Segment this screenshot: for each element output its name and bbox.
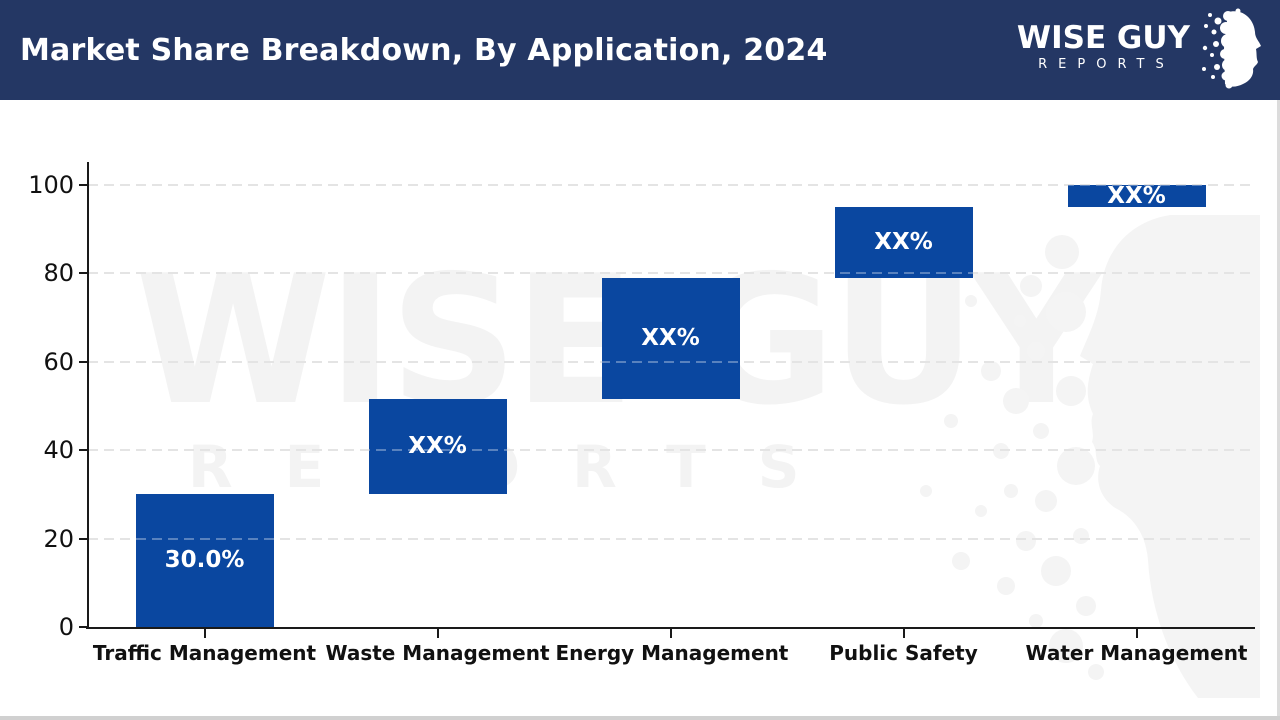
gridline-overlay (88, 360, 1253, 363)
y-tick-mark (79, 449, 88, 452)
gridline (88, 449, 1253, 452)
x-tick-label: Public Safety (829, 641, 978, 665)
bar-value-label: XX% (1107, 182, 1166, 209)
y-tick-label: 0 (58, 613, 74, 641)
header-band: Market Share Breakdown, By Application, … (0, 0, 1280, 100)
x-tick-mark (1135, 629, 1138, 638)
bar-value-label: XX% (408, 433, 467, 460)
y-tick-label: 100 (28, 171, 74, 200)
gridline (88, 537, 1253, 540)
y-axis-line (87, 162, 89, 629)
gridline (88, 272, 1253, 275)
watermark-face-icon (920, 215, 1260, 698)
x-tick-label: Water Management (1025, 641, 1248, 665)
gridline (88, 184, 1253, 187)
bar-segment: XX% (1067, 182, 1206, 209)
y-tick-label: 40 (43, 436, 74, 465)
x-tick-mark (436, 629, 439, 638)
bar-segment: 30.0% (135, 494, 274, 627)
logo-subtext: REPORTS (1038, 56, 1175, 72)
bar-segment: XX% (601, 277, 740, 400)
bar-segment: XX% (368, 399, 507, 495)
wise-guy-logo: WISE GUY REPORTS (1017, 6, 1264, 94)
right-edge-strip (1277, 100, 1280, 716)
y-tick-label: 60 (43, 347, 74, 376)
logo-text: WISE GUY REPORTS (1017, 22, 1190, 72)
y-tick-label: 80 (43, 259, 74, 288)
x-axis-line (86, 627, 1255, 629)
y-tick-label: 20 (43, 524, 74, 553)
gridline-overlay (88, 184, 1253, 187)
x-tick-label: Energy Management (555, 641, 789, 665)
bar-value-label: 30.0% (164, 547, 245, 574)
gridline-overlay (88, 449, 1253, 452)
gridline-overlay (88, 272, 1253, 275)
x-tick-label: Waste Management (325, 641, 550, 665)
dotted-face-profile-icon (1202, 8, 1261, 89)
logo-wordmark: WISE GUY (1016, 20, 1190, 56)
x-tick-mark (669, 629, 672, 638)
bottom-edge-strip (0, 716, 1280, 720)
x-tick-mark (203, 629, 206, 638)
y-tick-mark (79, 184, 88, 187)
bar-value-label: XX% (641, 325, 700, 352)
gridline-overlay (88, 537, 1253, 540)
x-tick-mark (902, 629, 905, 638)
watermark-subtext: REPORTS (188, 433, 852, 501)
y-tick-mark (79, 360, 88, 363)
page-title: Market Share Breakdown, By Application, … (20, 32, 828, 68)
y-tick-mark (79, 626, 88, 628)
y-tick-mark (79, 537, 88, 540)
bar-segment: XX% (834, 207, 973, 278)
x-tick-label: Traffic Management (92, 641, 317, 665)
y-tick-mark (79, 272, 88, 275)
bar-value-label: XX% (874, 229, 933, 256)
